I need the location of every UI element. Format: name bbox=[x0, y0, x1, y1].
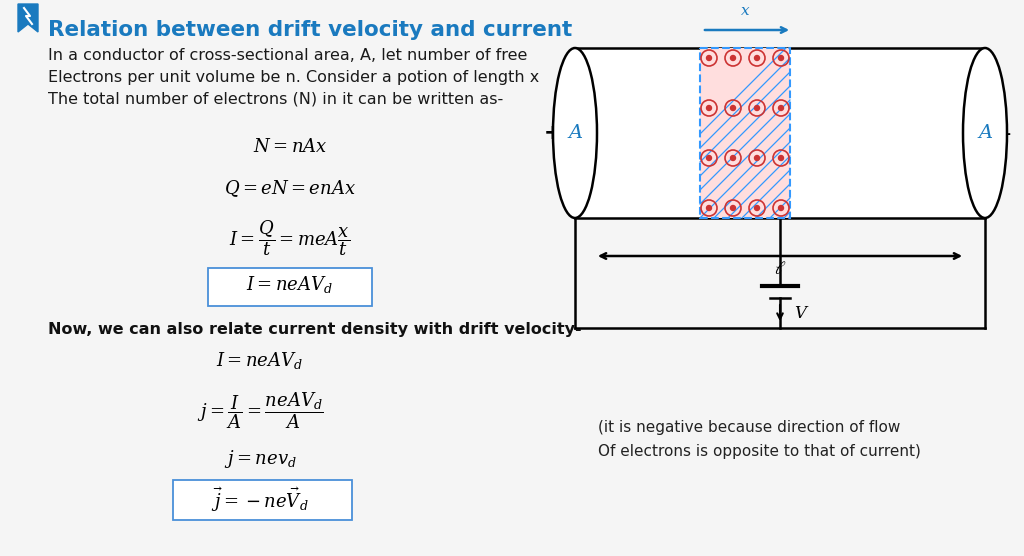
Text: In a conductor of cross-sectional area, A, let number of free: In a conductor of cross-sectional area, … bbox=[48, 48, 527, 63]
Circle shape bbox=[778, 206, 783, 211]
Ellipse shape bbox=[553, 48, 597, 218]
Text: $A$: $A$ bbox=[977, 123, 993, 142]
Bar bbox=[700, 48, 790, 218]
Text: $A$: $A$ bbox=[566, 123, 584, 142]
Ellipse shape bbox=[963, 48, 1007, 218]
Text: $V$: $V$ bbox=[794, 304, 809, 322]
Text: +: + bbox=[544, 123, 562, 143]
Text: $\ell$: $\ell$ bbox=[774, 260, 786, 278]
Text: $j = \dfrac{I}{A} = \dfrac{neAV_d}{A}$: $j = \dfrac{I}{A} = \dfrac{neAV_d}{A}$ bbox=[197, 390, 324, 431]
Text: The total number of electrons (N) in it can be written as-: The total number of electrons (N) in it … bbox=[48, 92, 503, 107]
Bar bbox=[700, 48, 790, 218]
Text: $N = nAx$: $N = nAx$ bbox=[253, 138, 328, 156]
Circle shape bbox=[730, 206, 735, 211]
Circle shape bbox=[707, 56, 712, 61]
FancyBboxPatch shape bbox=[173, 480, 352, 520]
Circle shape bbox=[778, 106, 783, 111]
Circle shape bbox=[707, 156, 712, 161]
Circle shape bbox=[707, 106, 712, 111]
Text: $x$: $x$ bbox=[739, 3, 751, 18]
Text: Electrons per unit volume be n. Consider a potion of length x: Electrons per unit volume be n. Consider… bbox=[48, 70, 540, 85]
Text: Now, we can also relate current density with drift velocity-: Now, we can also relate current density … bbox=[48, 322, 582, 337]
Text: $Q = eN = enAx$: $Q = eN = enAx$ bbox=[224, 178, 356, 198]
Text: Relation between drift velocity and current: Relation between drift velocity and curr… bbox=[48, 20, 572, 40]
Circle shape bbox=[755, 156, 760, 161]
Circle shape bbox=[707, 206, 712, 211]
Text: (it is negative because direction of flow: (it is negative because direction of flo… bbox=[598, 420, 900, 435]
Circle shape bbox=[730, 156, 735, 161]
Circle shape bbox=[755, 56, 760, 61]
Bar bbox=[575, 48, 985, 218]
Circle shape bbox=[778, 56, 783, 61]
Text: $I = neAV_d$: $I = neAV_d$ bbox=[216, 350, 303, 371]
Text: $-$: $-$ bbox=[994, 123, 1012, 143]
Polygon shape bbox=[18, 4, 38, 32]
Circle shape bbox=[755, 106, 760, 111]
Text: $j = nev_d$: $j = nev_d$ bbox=[223, 448, 296, 470]
Text: $\vec{j} = -ne\vec{V}_d$: $\vec{j} = -ne\vec{V}_d$ bbox=[211, 486, 309, 514]
Circle shape bbox=[755, 206, 760, 211]
Text: $I = \dfrac{Q}{t} = meA\dfrac{x}{t}$: $I = \dfrac{Q}{t} = meA\dfrac{x}{t}$ bbox=[229, 218, 350, 257]
Circle shape bbox=[730, 106, 735, 111]
FancyBboxPatch shape bbox=[208, 268, 372, 306]
Circle shape bbox=[778, 156, 783, 161]
Text: $I = neAV_d$: $I = neAV_d$ bbox=[247, 274, 334, 295]
Text: Of electrons is opposite to that of current): Of electrons is opposite to that of curr… bbox=[598, 444, 921, 459]
Circle shape bbox=[730, 56, 735, 61]
